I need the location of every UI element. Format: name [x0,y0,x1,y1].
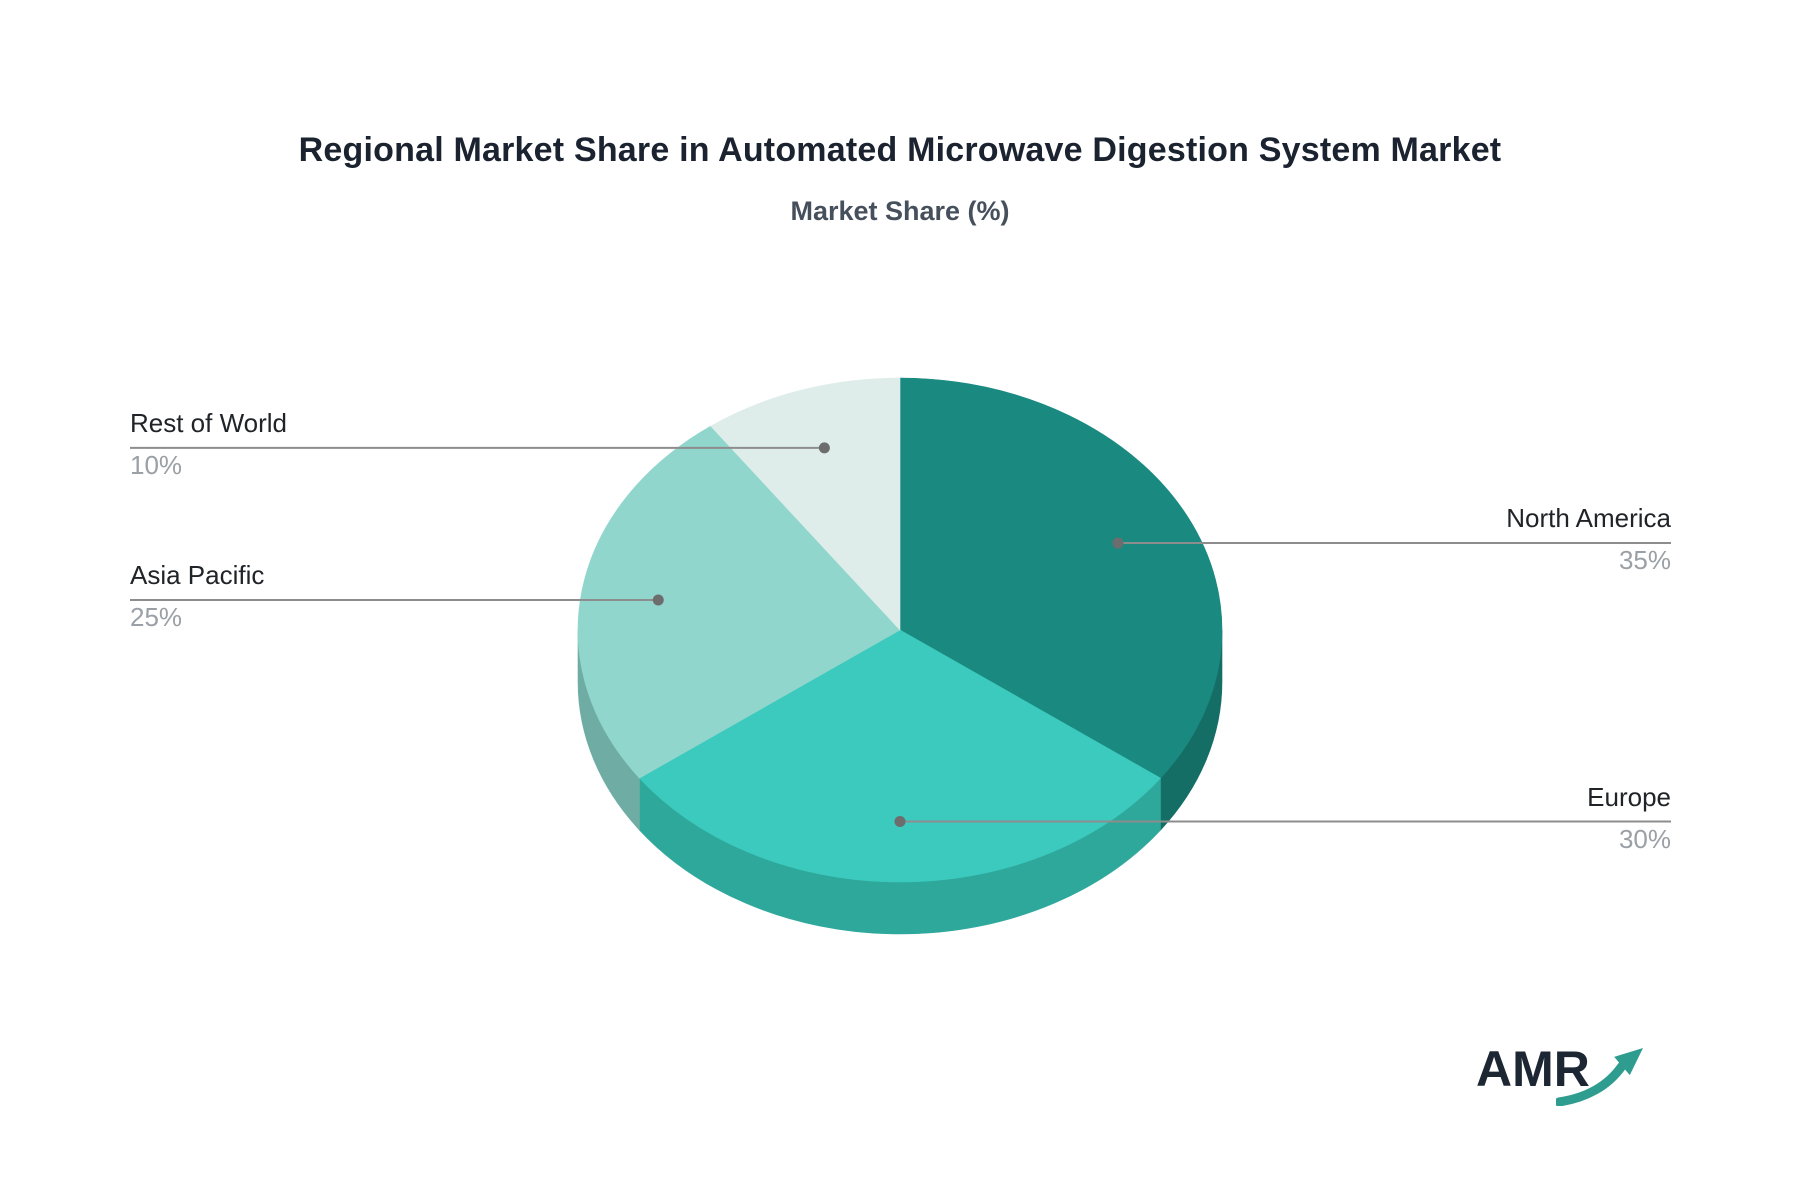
callout-label: Asia Pacific [130,560,265,591]
chart-subtitle: Market Share (%) [790,196,1010,226]
callout-asia-pacific: Asia Pacific 25% [130,562,264,630]
callout-value: 10% [130,449,183,480]
callout-dot-north-america [1112,537,1124,549]
pie-slice-rest-of-world [710,377,901,631]
callout-rest-of-world: Rest of World 10% [130,410,287,478]
callout-dot-rest-of-world [818,442,830,454]
callout-north-america: North America 35% [1506,505,1671,573]
callout-label: North America [1506,503,1671,534]
pie-slice-europe [639,629,1161,883]
callout-label: Rest of World [130,407,288,438]
pie-slice-asia-pacific [577,425,901,779]
pie-slice-north-america [899,377,1223,779]
callout-dot-europe [894,816,906,828]
callout-value: 25% [130,602,183,633]
logo-arrow-icon [1556,1048,1643,1106]
callout-label: Europe [1587,781,1671,812]
callout-europe: Europe 30% [1587,784,1671,852]
callout-dot-asia-pacific [652,594,664,606]
callout-value: 30% [1618,823,1671,854]
logo-text: AMR [1476,1041,1590,1097]
chart-title: Regional Market Share in Automated Micro… [298,131,1502,169]
amr-logo: AMR [1476,1040,1666,1112]
callout-value: 35% [1618,545,1671,576]
